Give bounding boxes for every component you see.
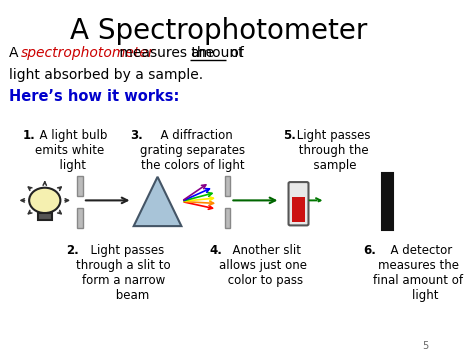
Text: Another slit
allows just one
 color to pass: Another slit allows just one color to pa… bbox=[219, 245, 307, 288]
FancyBboxPatch shape bbox=[225, 176, 230, 196]
Text: 3.: 3. bbox=[131, 129, 144, 142]
Text: Light passes
 through the
  sample: Light passes through the sample bbox=[293, 129, 370, 172]
Text: spectrophotometer: spectrophotometer bbox=[20, 47, 154, 60]
Text: amount: amount bbox=[190, 47, 243, 60]
Text: 2.: 2. bbox=[66, 245, 79, 257]
Text: 5.: 5. bbox=[283, 129, 296, 142]
Text: measures the: measures the bbox=[115, 47, 219, 60]
FancyBboxPatch shape bbox=[77, 176, 83, 196]
FancyBboxPatch shape bbox=[77, 208, 83, 228]
Text: A diffraction
grating separates
the colors of light: A diffraction grating separates the colo… bbox=[140, 129, 246, 172]
Text: A detector
measures the
final amount of
    light: A detector measures the final amount of … bbox=[373, 245, 463, 302]
Text: Here’s how it works:: Here’s how it works: bbox=[9, 89, 180, 104]
Polygon shape bbox=[134, 177, 182, 226]
Text: light absorbed by a sample.: light absorbed by a sample. bbox=[9, 68, 203, 82]
Text: 6.: 6. bbox=[364, 245, 376, 257]
Text: of: of bbox=[226, 47, 244, 60]
Text: 5: 5 bbox=[422, 341, 428, 351]
Text: A Spectrophotometer: A Spectrophotometer bbox=[70, 17, 367, 45]
Text: 1.: 1. bbox=[22, 129, 35, 142]
Text: A light bulb
emits white
  light: A light bulb emits white light bbox=[32, 129, 107, 172]
FancyBboxPatch shape bbox=[289, 182, 309, 225]
FancyBboxPatch shape bbox=[225, 208, 230, 228]
FancyBboxPatch shape bbox=[292, 197, 305, 222]
Text: A: A bbox=[9, 47, 23, 60]
FancyBboxPatch shape bbox=[38, 213, 52, 220]
Text: Light passes
through a slit to
form a narrow
     beam: Light passes through a slit to form a na… bbox=[76, 245, 171, 302]
Text: 4.: 4. bbox=[210, 245, 222, 257]
FancyBboxPatch shape bbox=[382, 173, 392, 230]
Circle shape bbox=[29, 188, 60, 213]
